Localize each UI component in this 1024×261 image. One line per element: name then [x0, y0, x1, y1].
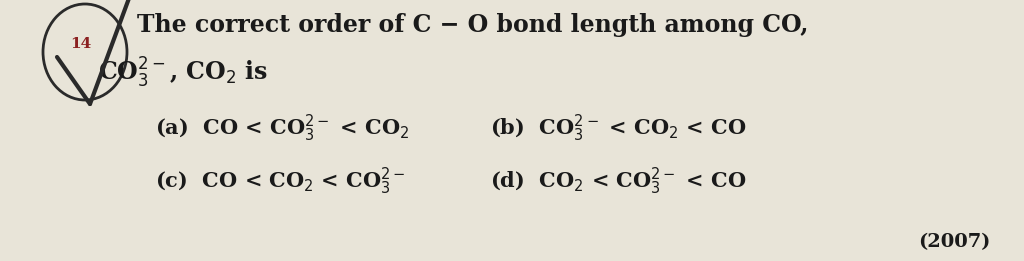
Text: (d)  CO$_2$ < CO$_3^{2-}$ < CO: (d) CO$_2$ < CO$_3^{2-}$ < CO — [490, 166, 746, 197]
Text: (a)  CO < CO$_3^{2-}$ < CO$_2$: (a) CO < CO$_3^{2-}$ < CO$_2$ — [155, 113, 410, 144]
Text: (2007): (2007) — [918, 233, 990, 251]
Text: 14: 14 — [71, 37, 91, 51]
Text: (c)  CO < CO$_2$ < CO$_3^{2-}$: (c) CO < CO$_2$ < CO$_3^{2-}$ — [155, 166, 406, 197]
Text: (b)  CO$_3^{2-}$ < CO$_2$ < CO: (b) CO$_3^{2-}$ < CO$_2$ < CO — [490, 113, 746, 144]
Text: The correct order of C − O bond length among CO,: The correct order of C − O bond length a… — [137, 13, 808, 37]
Text: CO$_3^{2-}$, CO$_2$ is: CO$_3^{2-}$, CO$_2$ is — [98, 56, 268, 90]
